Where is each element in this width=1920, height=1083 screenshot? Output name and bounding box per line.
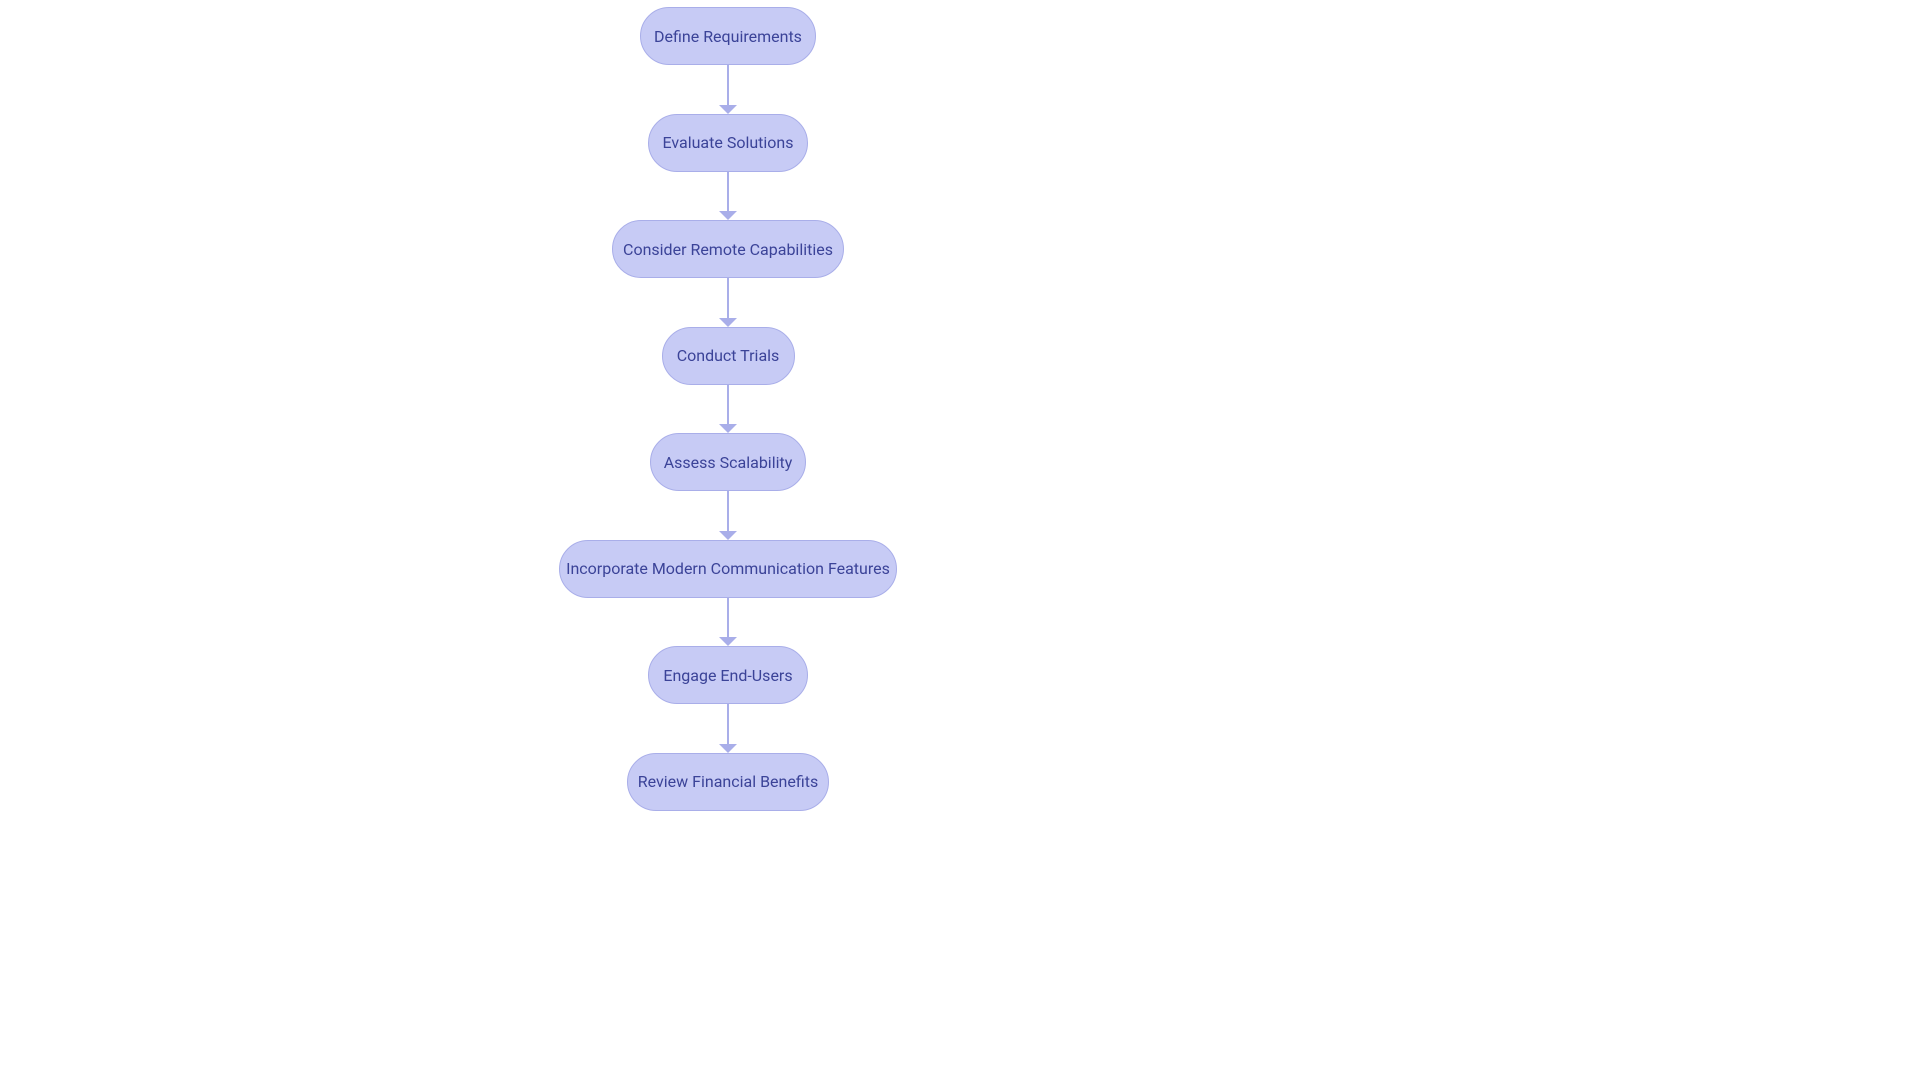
- flowchart-edge: [727, 278, 729, 319]
- flowchart-node: Incorporate Modern Communication Feature…: [559, 540, 897, 598]
- flowchart-node-label: Consider Remote Capabilities: [623, 240, 833, 259]
- flowchart-node-label: Review Financial Benefits: [638, 772, 818, 791]
- flowchart-arrowhead: [719, 424, 737, 433]
- flowchart-arrowhead: [719, 318, 737, 327]
- flowchart-canvas: Define Requirements Evaluate Solutions Con…: [0, 0, 1920, 1083]
- flowchart-edge: [727, 704, 729, 745]
- flowchart-node: Define Requirements: [640, 7, 816, 65]
- flowchart-node: Consider Remote Capabilities: [612, 220, 844, 278]
- flowchart-node-label: Evaluate Solutions: [662, 133, 793, 152]
- flowchart-node-label: Conduct Trials: [677, 346, 780, 365]
- flowchart-node: Conduct Trials: [662, 327, 795, 385]
- flowchart-node-label: Engage End-Users: [663, 666, 792, 685]
- flowchart-edge: [727, 65, 729, 106]
- flowchart-node-label: Define Requirements: [654, 27, 802, 46]
- flowchart-arrowhead: [719, 637, 737, 646]
- flowchart-edge: [727, 172, 729, 213]
- flowchart-node-label: Assess Scalability: [664, 453, 793, 472]
- flowchart-node: Engage End-Users: [648, 646, 808, 704]
- flowchart-node: Assess Scalability: [650, 433, 806, 491]
- flowchart-node: Evaluate Solutions: [648, 114, 808, 172]
- flowchart-node: Review Financial Benefits: [627, 753, 829, 811]
- flowchart-arrowhead: [719, 531, 737, 540]
- flowchart-arrowhead: [719, 105, 737, 114]
- flowchart-arrowhead: [719, 211, 737, 220]
- flowchart-node-label: Incorporate Modern Communication Feature…: [566, 559, 890, 578]
- flowchart-arrowhead: [719, 744, 737, 753]
- flowchart-edge: [727, 598, 729, 639]
- flowchart-edge: [727, 491, 729, 532]
- flowchart-edge: [727, 385, 729, 426]
